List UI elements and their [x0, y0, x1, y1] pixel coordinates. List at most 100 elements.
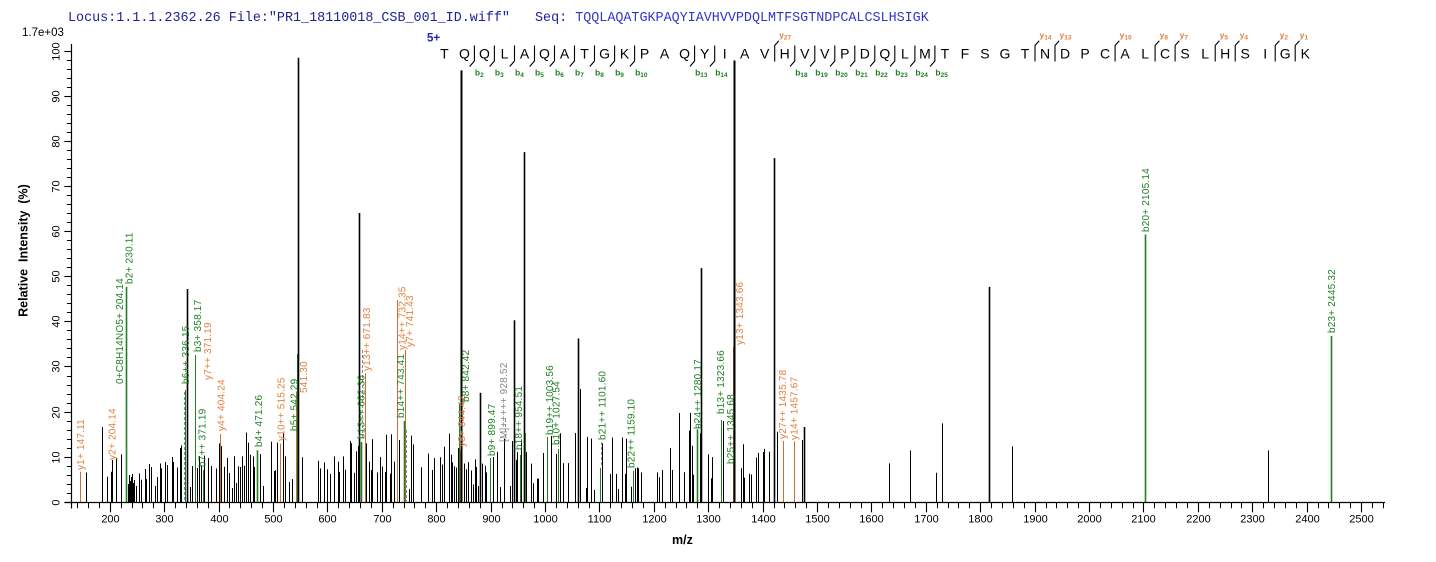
- svg-text:V: V: [800, 46, 810, 62]
- svg-text:H: H: [780, 46, 790, 62]
- svg-text:A: A: [560, 46, 570, 62]
- svg-text:0: 0: [51, 499, 63, 505]
- svg-text:b9: b9: [615, 68, 624, 80]
- svg-text:1100: 1100: [588, 514, 612, 526]
- svg-text:y4+ 404.24: y4+ 404.24: [217, 379, 228, 431]
- svg-text:b20: b20: [835, 68, 848, 80]
- svg-text:y14++ 732.35: y14++ 732.35: [398, 286, 409, 350]
- svg-text:K: K: [620, 46, 630, 62]
- svg-text:L: L: [501, 46, 509, 62]
- svg-text:A: A: [1120, 46, 1130, 62]
- svg-text:Q: Q: [479, 46, 490, 62]
- svg-text:Locus:1.1.1.2362.26 File:"PR1_: Locus:1.1.1.2362.26 File:"PR1_18110018_C…: [68, 11, 510, 26]
- svg-text:b14++ 743.41: b14++ 743.41: [396, 354, 407, 418]
- svg-text:y13++ 671.83: y13++ 671.83: [362, 307, 373, 371]
- svg-text:1200: 1200: [642, 514, 666, 526]
- svg-text:2400: 2400: [1295, 514, 1319, 526]
- svg-text:S: S: [1180, 46, 1189, 62]
- svg-text:b21: b21: [855, 68, 868, 80]
- svg-text:y10: y10: [1120, 30, 1132, 42]
- svg-text:b10+ 1027.54: b10+ 1027.54: [552, 381, 563, 445]
- svg-text:P: P: [1080, 46, 1089, 62]
- svg-text:F: F: [961, 46, 970, 62]
- svg-text:1900: 1900: [1023, 514, 1047, 526]
- svg-text:y7: y7: [1180, 30, 1189, 42]
- svg-text:500: 500: [264, 514, 282, 526]
- svg-text:30: 30: [51, 360, 63, 372]
- svg-text:P: P: [640, 46, 649, 62]
- svg-text:T: T: [941, 46, 950, 62]
- svg-text:1000: 1000: [533, 514, 557, 526]
- svg-text:1400: 1400: [751, 514, 775, 526]
- svg-text:Q: Q: [459, 46, 470, 62]
- svg-text:m/z: m/z: [672, 533, 693, 547]
- svg-text:60: 60: [51, 225, 63, 237]
- svg-text:Q: Q: [539, 46, 550, 62]
- svg-text:G: G: [1280, 46, 1291, 62]
- svg-text:y13+ 1343.66: y13+ 1343.66: [735, 281, 746, 345]
- svg-text:5+: 5+: [427, 33, 440, 45]
- svg-text:V: V: [820, 46, 830, 62]
- svg-text:y1: y1: [1300, 30, 1309, 42]
- svg-text:b18++ 954.51: b18++ 954.51: [514, 386, 525, 450]
- svg-text:b20+ 2105.14: b20+ 2105.14: [1141, 168, 1152, 232]
- svg-text:2200: 2200: [1186, 514, 1210, 526]
- svg-text:90: 90: [51, 90, 63, 102]
- svg-text:b19: b19: [815, 68, 828, 80]
- svg-text:L: L: [1141, 46, 1149, 62]
- svg-text:M: M: [919, 46, 931, 62]
- svg-text:100: 100: [51, 42, 63, 60]
- svg-text:b5: b5: [535, 68, 544, 80]
- svg-text:y1+ 147.11: y1+ 147.11: [76, 419, 87, 470]
- svg-text:L: L: [1201, 46, 1209, 62]
- svg-text:2000: 2000: [1077, 514, 1101, 526]
- svg-text:y4: y4: [1240, 30, 1249, 42]
- svg-text:D: D: [1060, 46, 1070, 62]
- svg-text:b24: b24: [915, 68, 928, 80]
- svg-text:b24++ 1280.17: b24++ 1280.17: [693, 359, 704, 429]
- svg-text:Q: Q: [879, 46, 890, 62]
- svg-text:541.30: 541.30: [299, 361, 310, 393]
- svg-text:b13: b13: [695, 68, 708, 80]
- svg-text:50: 50: [51, 270, 63, 282]
- svg-text:A: A: [740, 46, 750, 62]
- svg-text:40: 40: [51, 315, 63, 327]
- svg-text:b8+ 842.42: b8+ 842.42: [461, 349, 472, 402]
- svg-text:b8: b8: [595, 68, 604, 80]
- svg-text:2300: 2300: [1240, 514, 1264, 526]
- svg-text:T: T: [580, 46, 589, 62]
- svg-text:80: 80: [51, 135, 63, 147]
- svg-text:b4+ 471.26: b4+ 471.26: [254, 394, 265, 447]
- svg-text:N: N: [1040, 46, 1050, 62]
- svg-text:2500: 2500: [1349, 514, 1373, 526]
- svg-text:70: 70: [51, 180, 63, 192]
- svg-text:T: T: [1021, 46, 1030, 62]
- svg-text:1700: 1700: [914, 514, 938, 526]
- svg-text:1500: 1500: [805, 514, 829, 526]
- svg-text:y13: y13: [1060, 30, 1072, 42]
- svg-text:y5: y5: [1220, 30, 1229, 42]
- svg-text:b2+ 230.11: b2+ 230.11: [125, 232, 136, 284]
- svg-text:b3: b3: [495, 68, 504, 80]
- svg-text:0+C8H14NO5+ 204.14: 0+C8H14NO5+ 204.14: [115, 278, 126, 384]
- svg-text:y7+ 741.43: y7+ 741.43: [405, 295, 416, 347]
- svg-text:1800: 1800: [968, 514, 992, 526]
- svg-text:b4: b4: [515, 68, 524, 80]
- svg-text:b23: b23: [895, 68, 908, 80]
- svg-text:2100: 2100: [1131, 514, 1155, 526]
- svg-text:b22++ 1159.10: b22++ 1159.10: [627, 399, 638, 468]
- svg-text:C: C: [1100, 46, 1110, 62]
- svg-text:Relative Intensity (%): Relative Intensity (%): [17, 184, 31, 317]
- svg-text:b13+ 1323.66: b13+ 1323.66: [716, 350, 727, 414]
- svg-text:600: 600: [318, 514, 336, 526]
- svg-text:700: 700: [373, 514, 391, 526]
- svg-text:b14: b14: [715, 68, 728, 80]
- svg-text:b18: b18: [795, 68, 808, 80]
- svg-text:b6++ 336.15: b6++ 336.15: [181, 325, 192, 384]
- svg-text:b9+ 899.47: b9+ 899.47: [487, 403, 498, 456]
- svg-text:b10: b10: [635, 68, 648, 80]
- svg-text:A: A: [520, 46, 530, 62]
- svg-text:b6: b6: [555, 68, 564, 80]
- svg-text:Seq: TQQLAQATGKPAQYIAVHVVPDQLM: Seq: TQQLAQATGKPAQYIAVHVVPDQLMTFSGTNDPCA…: [535, 11, 930, 26]
- svg-text:b25++ 1345.68: b25++ 1345.68: [726, 394, 737, 464]
